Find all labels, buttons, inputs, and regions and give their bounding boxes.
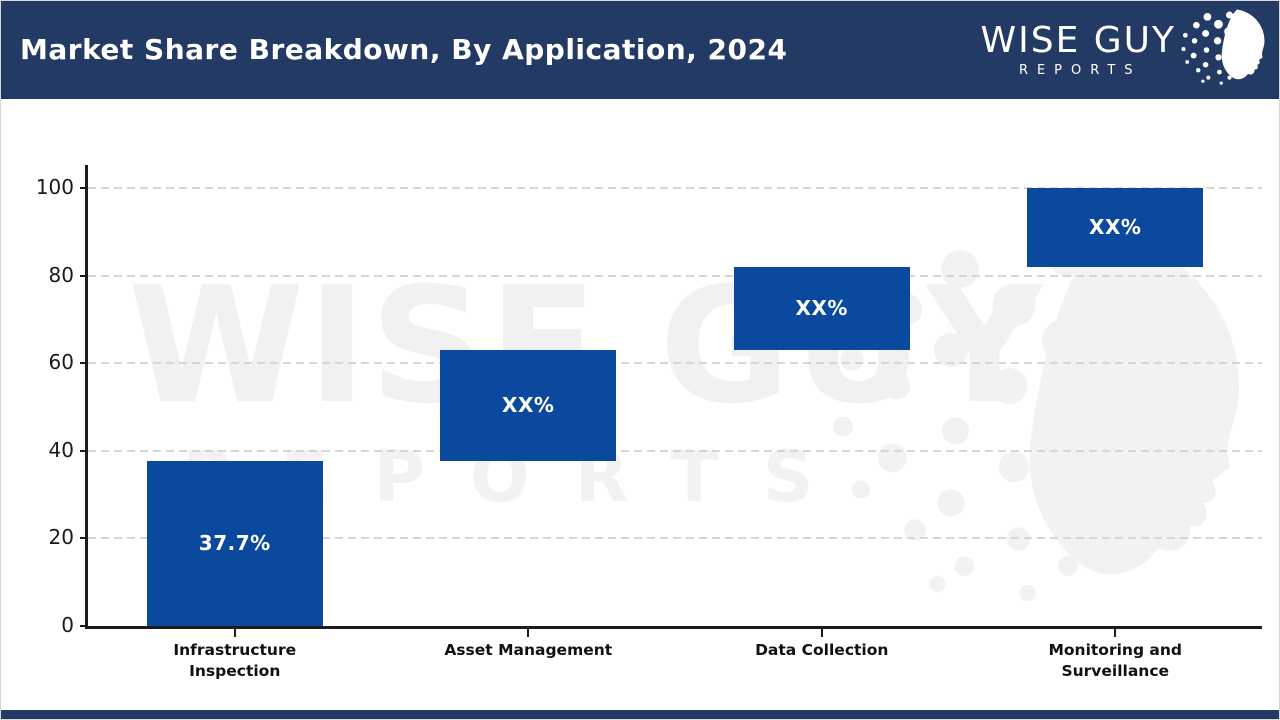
x-category-label: Monitoring and Surveillance xyxy=(1048,641,1183,680)
logo-wordmark: WISE GUY xyxy=(980,19,1176,61)
y-tick-mark xyxy=(80,274,88,277)
gridline xyxy=(88,537,1262,540)
gridline xyxy=(88,362,1262,365)
y-tick-mark xyxy=(80,537,88,540)
logo-subtitle: REPORTS xyxy=(1018,62,1142,78)
wiseguy-head-icon xyxy=(1178,7,1270,93)
bar-value-label: XX% xyxy=(795,296,848,321)
bar-value-label: XX% xyxy=(502,393,555,418)
x-category-label: Data Collection xyxy=(755,641,889,659)
y-tick-mark xyxy=(80,625,88,627)
y-tick-label: 40 xyxy=(48,437,74,462)
bar: 37.7% xyxy=(146,460,323,626)
y-tick-label: 100 xyxy=(35,175,74,199)
x-category-label: Asset Management xyxy=(444,641,613,659)
y-tick-label: 80 xyxy=(48,262,74,287)
bar: XX% xyxy=(440,350,617,461)
footer-bar xyxy=(0,710,1280,720)
x-tick-mark xyxy=(233,629,236,637)
header-bar: Market Share Breakdown, By Application, … xyxy=(0,0,1280,99)
page-title: Market Share Breakdown, By Application, … xyxy=(20,33,788,66)
wiseguy-logo: WISE GUY REPORTS xyxy=(981,0,1271,99)
gridline xyxy=(88,187,1262,189)
bar-value-label: XX% xyxy=(1089,215,1142,240)
y-tick-mark xyxy=(80,187,88,189)
x-axis-line xyxy=(85,626,1262,629)
y-tick-label: 0 xyxy=(61,613,74,637)
gridline xyxy=(88,449,1262,452)
y-tick-mark xyxy=(80,362,88,365)
y-tick-mark xyxy=(80,449,88,452)
bar: XX% xyxy=(1027,188,1204,267)
y-tick-label: 60 xyxy=(48,350,74,375)
logo-text: WISE GUY REPORTS xyxy=(980,19,1177,78)
y-tick-label: 20 xyxy=(48,525,74,550)
x-category-label: Infrastructure Inspection xyxy=(173,641,297,680)
bar: XX% xyxy=(733,266,910,351)
bar-value-label: 37.7% xyxy=(198,531,271,556)
x-tick-mark xyxy=(820,629,823,637)
gridline xyxy=(88,274,1262,277)
x-tick-mark xyxy=(527,629,530,637)
x-tick-mark xyxy=(1114,629,1117,637)
y-axis-line xyxy=(85,165,88,629)
